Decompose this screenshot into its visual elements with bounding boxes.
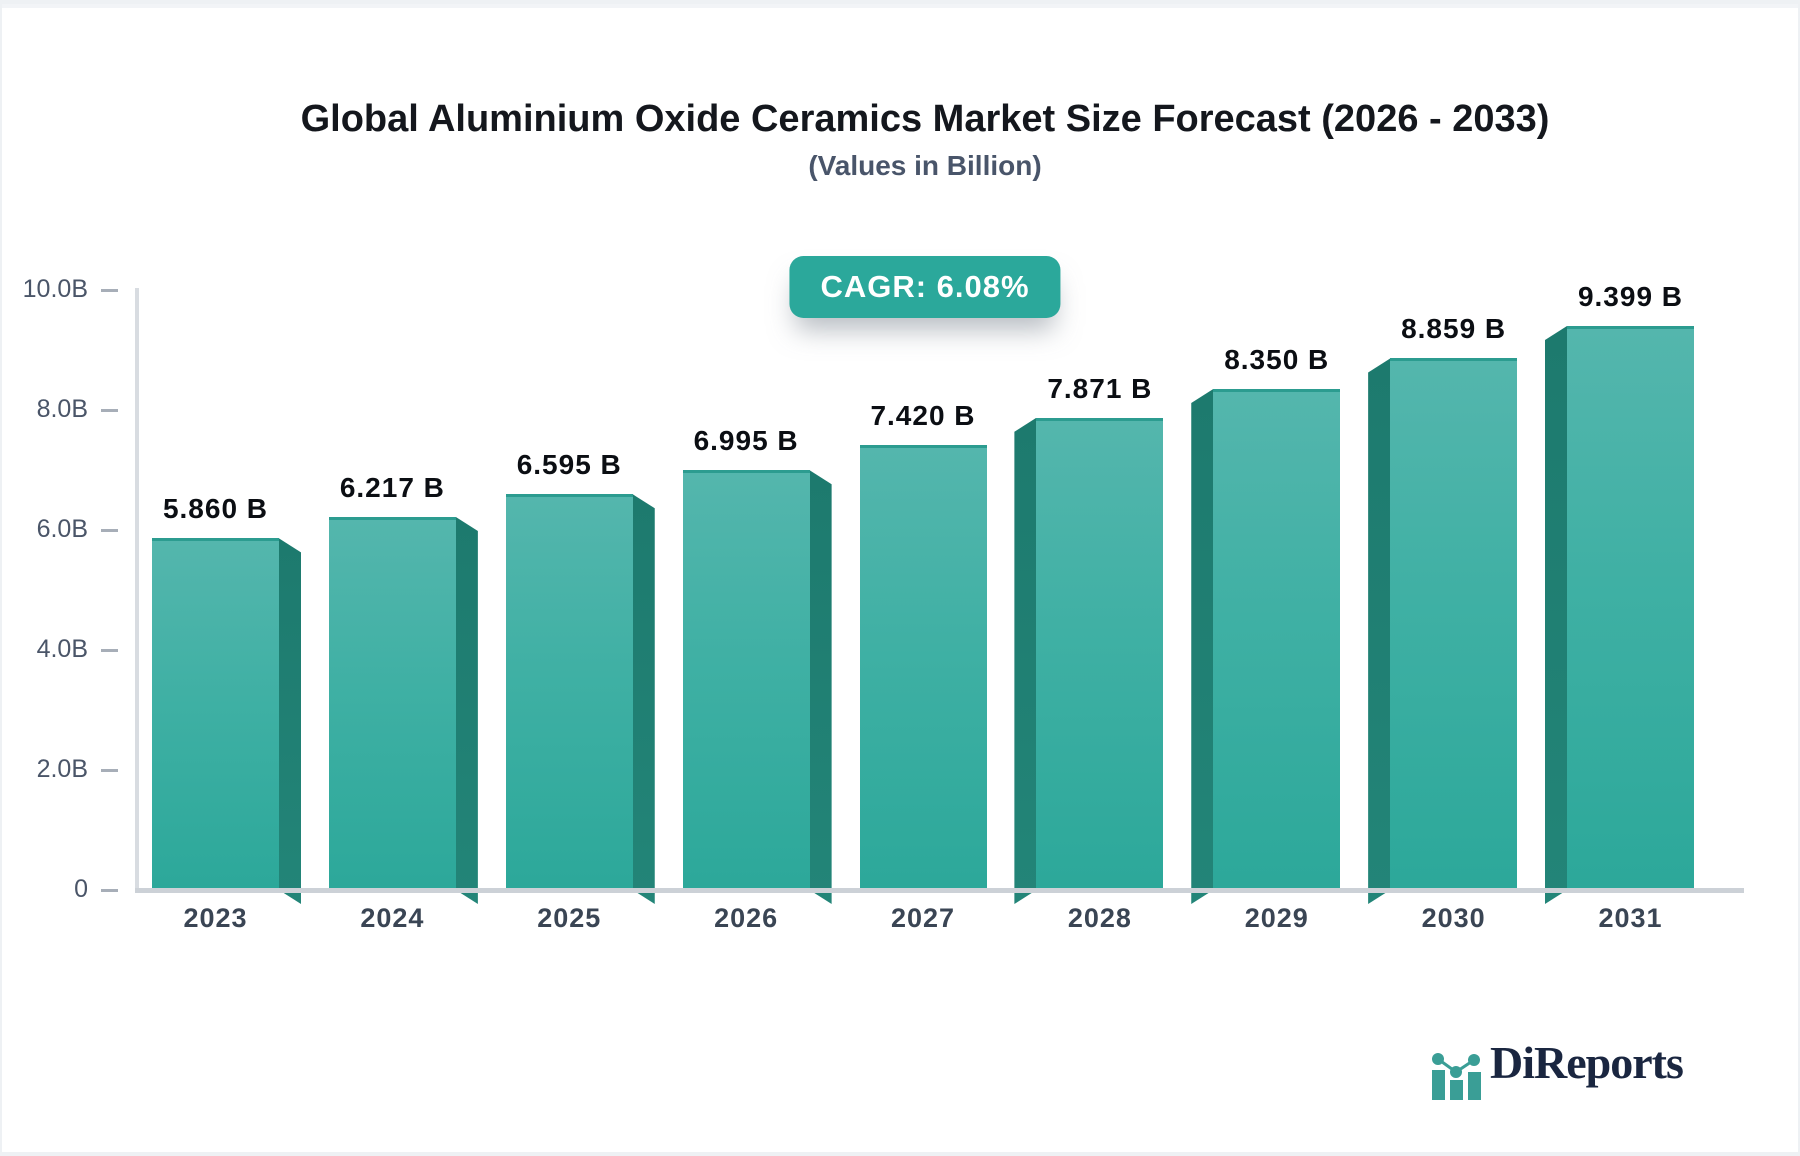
y-axis-line xyxy=(135,288,139,890)
bar-2029 xyxy=(1213,389,1341,890)
bar-value-label: 6.995 B xyxy=(693,425,799,457)
x-axis-line xyxy=(135,888,1744,893)
bar-value-label: 6.595 B xyxy=(516,449,622,481)
bar-2024 xyxy=(328,516,456,890)
bar-2031 xyxy=(1567,326,1694,890)
logo-chart-icon xyxy=(1432,1053,1481,1100)
x-tick-label: 2026 xyxy=(714,903,779,933)
y-tick-label: 0 xyxy=(74,875,88,903)
direports-logo: DiReports xyxy=(1430,1034,1684,1104)
bar-value-label: 7.871 B xyxy=(1047,372,1153,404)
bar-value-label: 5.860 B xyxy=(162,493,269,525)
x-tick-label: 2027 xyxy=(890,903,956,933)
top-edge-strip xyxy=(2,4,1798,8)
bar-value-label: 6.217 B xyxy=(339,471,445,503)
x-tick-label: 2025 xyxy=(537,903,602,933)
y-tick-label: 6.0B xyxy=(36,515,88,543)
y-tick-dash xyxy=(101,528,118,532)
bar-2026 xyxy=(682,470,810,890)
chart-card: Global Aluminium Oxide Ceramics Market S… xyxy=(2,4,1798,1152)
bar-2027 xyxy=(859,444,987,890)
page-subtitle: (Values in Billion) xyxy=(808,150,1042,181)
x-tick-label: 2029 xyxy=(1244,903,1309,933)
bar-side-3d xyxy=(633,494,655,904)
bar-side-3d xyxy=(1014,418,1036,904)
bar-side-3d xyxy=(1368,358,1390,904)
bar-value-label: 7.420 B xyxy=(870,399,976,431)
y-tick-dash xyxy=(101,288,118,292)
y-tick-dash xyxy=(101,888,118,892)
bar-side-3d xyxy=(810,470,832,904)
y-tick-label: 8.0B xyxy=(36,395,88,423)
bar-2030 xyxy=(1390,358,1518,890)
bar-2023 xyxy=(152,538,279,890)
y-tick-dash xyxy=(101,408,118,412)
x-tick-label: 2030 xyxy=(1421,903,1486,933)
x-tick-label: 2028 xyxy=(1067,903,1132,933)
y-tick-dash xyxy=(101,768,118,772)
bar-side-3d xyxy=(279,538,301,904)
y-tick-label: 4.0B xyxy=(36,635,88,663)
bar-2025 xyxy=(505,494,633,890)
y-tick-label: 2.0B xyxy=(36,755,88,783)
bar-value-label: 8.350 B xyxy=(1224,344,1330,375)
x-tick-label: 2031 xyxy=(1598,903,1663,933)
x-tick-label: 2024 xyxy=(360,903,425,933)
bar-value-label: 8.859 B xyxy=(1401,313,1507,345)
logo-text: DiReports xyxy=(1490,1037,1684,1088)
bar-chart: 0 2.0B 4.0B 6.0B 8.0B 10.0B 5.860 B 2023 6.217 B… xyxy=(2,4,1798,1152)
x-tick-label: 2023 xyxy=(183,903,248,933)
page-title: Global Aluminium Oxide Ceramics Market S… xyxy=(300,98,1550,140)
bar-2028 xyxy=(1036,417,1164,890)
bar-value-label: 9.399 B xyxy=(1577,281,1684,313)
y-tick-label: 10.0B xyxy=(22,275,88,303)
bar-side-3d xyxy=(1545,326,1567,904)
bar-side-3d xyxy=(456,517,478,904)
bar-side-3d xyxy=(1191,389,1213,904)
y-tick-dash xyxy=(101,648,118,652)
cagr-badge: CAGR: 6.08% xyxy=(789,256,1061,318)
